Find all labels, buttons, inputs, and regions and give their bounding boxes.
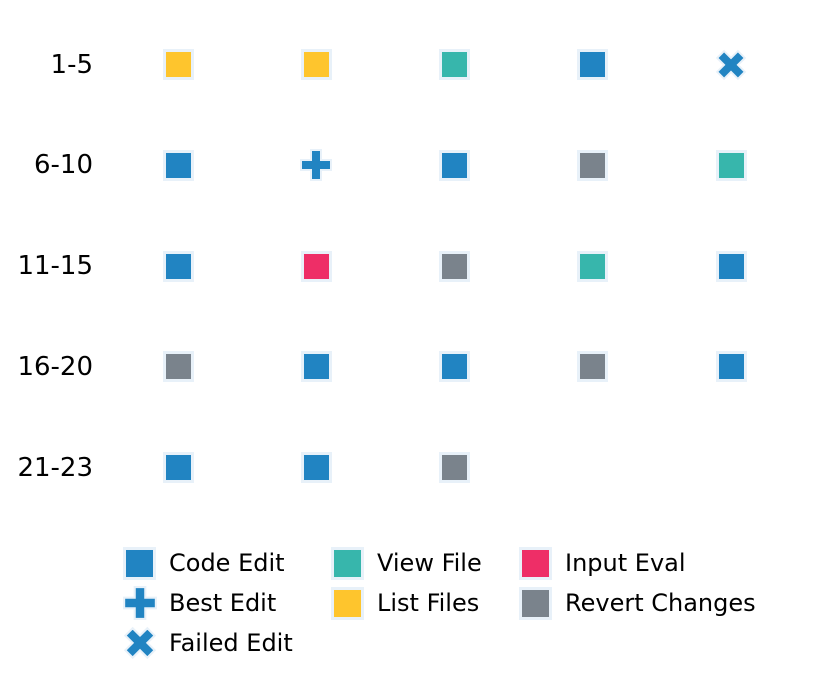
row-label: 11-15 (17, 251, 93, 281)
square-legend-icon (334, 589, 361, 617)
marker-code-edit (442, 354, 467, 380)
legend-label: View File (377, 549, 482, 577)
square-legend-icon (334, 549, 361, 577)
marker-list-files (303, 52, 329, 77)
square-legend-icon (522, 589, 549, 617)
marker-revert-changes (580, 152, 606, 178)
marker-code-edit (442, 152, 467, 178)
legend-label: Failed Edit (169, 629, 293, 657)
marker-revert-changes (580, 354, 606, 380)
marker-failed-edit (715, 49, 747, 80)
row-label: 21-23 (17, 452, 93, 483)
legend-label: Code Edit (169, 549, 285, 577)
square-legend-icon (522, 549, 549, 577)
legend-label: Input Eval (565, 549, 686, 577)
marker-code-edit (165, 152, 191, 178)
legend-label: Revert Changes (565, 589, 756, 617)
marker-view-file (442, 52, 467, 77)
marker-view-file (580, 253, 606, 279)
marker-code-edit (718, 253, 744, 279)
marker-code-edit (303, 455, 329, 480)
row-label: 16-20 (17, 351, 93, 382)
legend-label: Best Edit (169, 589, 277, 617)
x-legend-icon (123, 626, 156, 660)
marker-code-edit (165, 455, 191, 480)
marker-code-edit (303, 354, 329, 380)
row-label: 6-10 (33, 150, 93, 181)
marker-code-edit (718, 354, 744, 380)
marker-revert-changes (165, 354, 191, 380)
marker-code-edit (165, 253, 191, 279)
marker-code-edit (580, 52, 606, 77)
marker-revert-changes (442, 455, 467, 480)
marker-input-eval (303, 253, 329, 279)
marker-view-file (718, 152, 744, 178)
square-legend-icon (126, 549, 153, 577)
marker-revert-changes (442, 253, 467, 279)
marker-best-edit (300, 149, 333, 182)
row-label: 1-5 (50, 49, 93, 80)
marker-list-files (165, 52, 191, 77)
legend-label: List Files (377, 589, 480, 617)
plus-legend-icon (122, 586, 157, 620)
